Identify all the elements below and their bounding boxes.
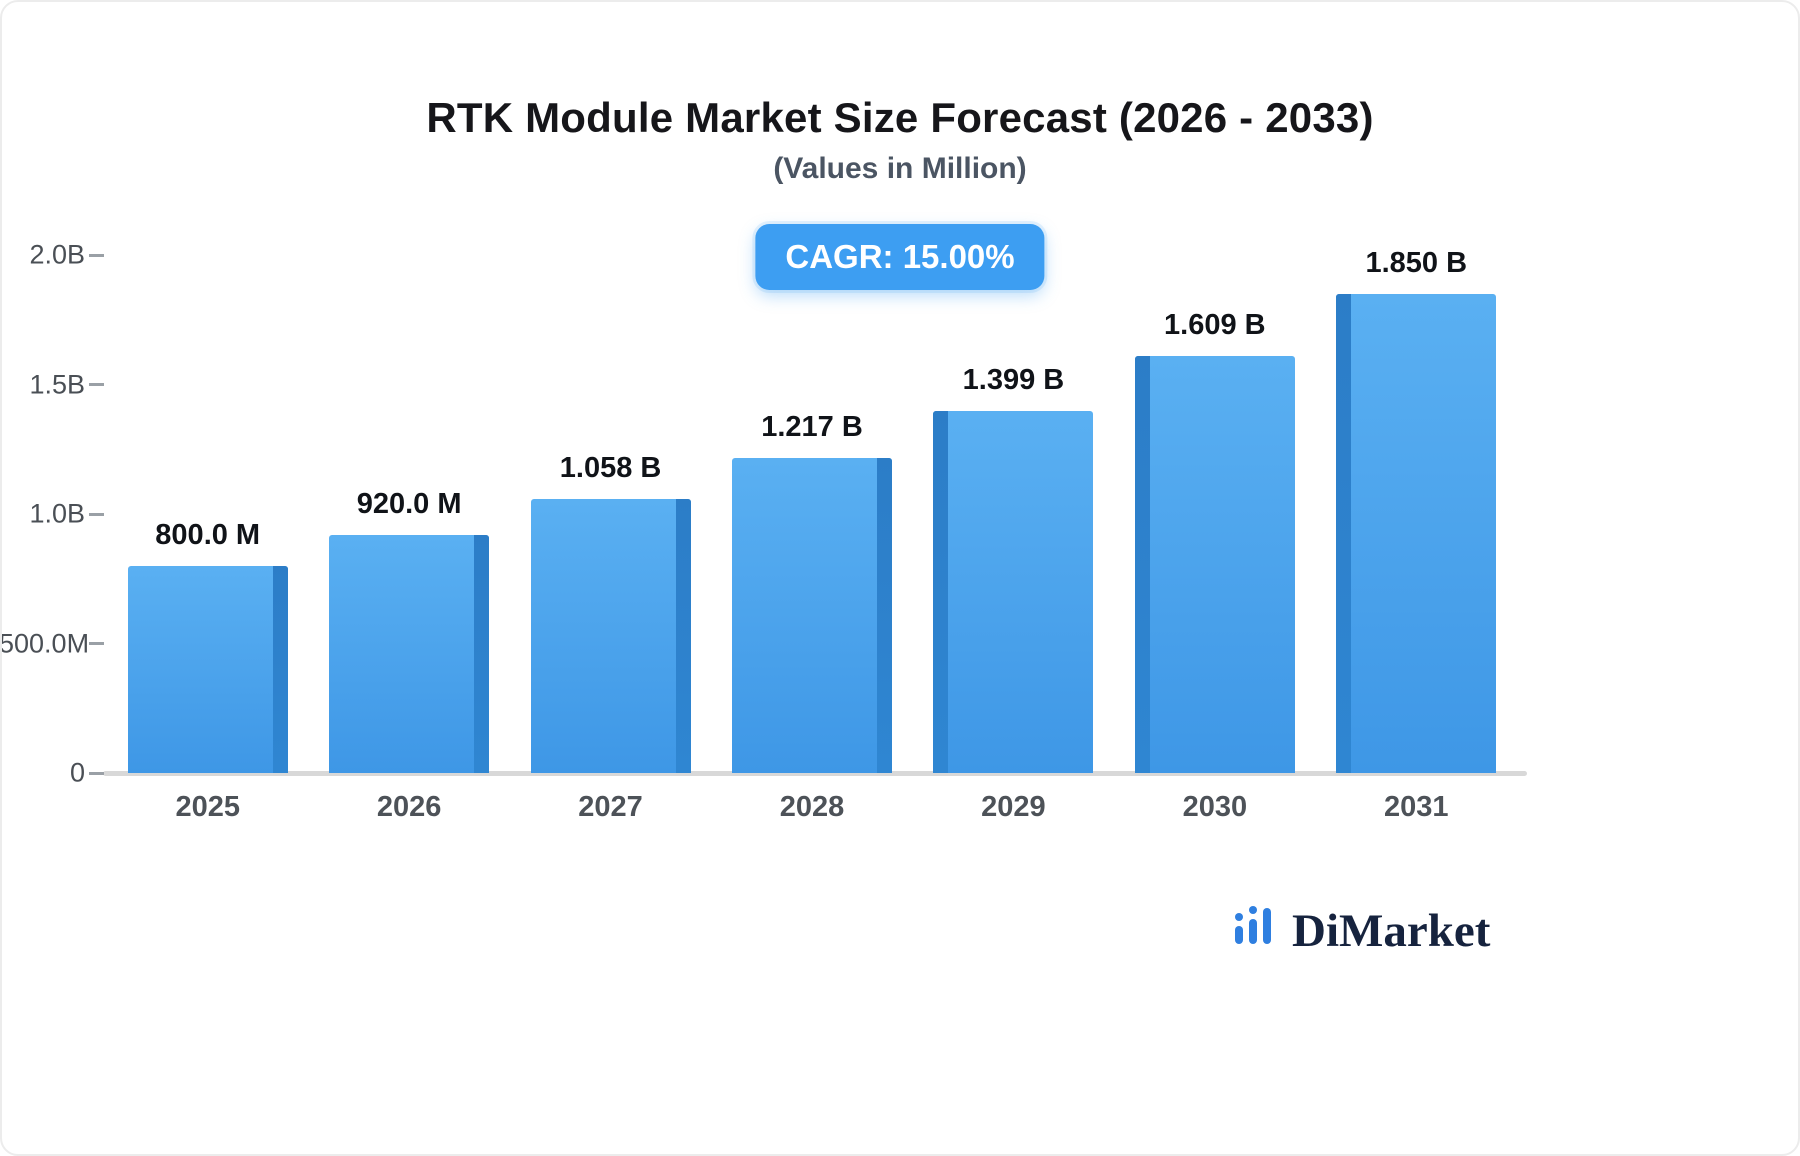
bar-2031 [1336, 293, 1497, 773]
bar-shade [272, 565, 288, 773]
chart-subtitle: (Values in Million) [773, 152, 1027, 185]
x-label-2030: 2030 [1182, 791, 1248, 823]
bar-2030 [1134, 356, 1295, 773]
y-tick-mark [89, 771, 104, 775]
dimarket-logo: DiMarket [1230, 900, 1490, 955]
bar-2029 [933, 410, 1094, 773]
value-label-2029: 1.399 B [962, 363, 1065, 396]
bar-2027 [530, 498, 691, 773]
y-tick-label: 0 [69, 757, 85, 788]
y-tick-mark [89, 512, 104, 516]
bar-shade [1134, 356, 1150, 773]
bar-chart-icon [1230, 900, 1280, 955]
y-tick-mark [89, 383, 104, 386]
value-label-2027: 1.058 B [559, 451, 662, 484]
value-label-2030: 1.609 B [1164, 309, 1266, 342]
bar-shade [675, 498, 691, 773]
y-tick-label: 500.0M [0, 628, 90, 658]
y-tick-label: 1.5B [29, 369, 85, 399]
plot-area: 2.0B 1.5B 1.0B 500.0M 0 800.0 M 2025 920.0 M 202… [2, 240, 1527, 823]
x-label-2031: 2031 [1384, 791, 1449, 823]
logo-text: DiMarket [1292, 905, 1491, 957]
y-tick-label: 2.0B [29, 239, 85, 270]
bar-shade [933, 410, 949, 773]
bar-2025 [127, 565, 288, 773]
x-label-2029: 2029 [981, 791, 1046, 823]
y-tick-mark [89, 642, 104, 645]
value-label-2028: 1.217 B [761, 410, 863, 443]
bar-2026 [329, 534, 490, 773]
y-tick-mark [89, 253, 104, 257]
bar-2028 [732, 457, 892, 773]
bar-shade [1336, 293, 1352, 773]
x-label-2028: 2028 [779, 791, 845, 823]
chart-title: RTK Module Market Size Forecast (2026 - … [426, 94, 1374, 141]
x-label-2025: 2025 [175, 791, 240, 823]
value-label-2031: 1.850 B [1365, 246, 1468, 279]
x-label-2027: 2027 [578, 791, 643, 823]
value-label-2026: 920.0 M [356, 487, 462, 520]
bar-shade [877, 457, 892, 773]
x-label-2026: 2026 [376, 791, 442, 823]
y-tick-label: 1.0B [29, 498, 85, 529]
bar-shade [474, 534, 490, 773]
value-label-2025: 800.0 M [155, 518, 261, 551]
x-axis-line [103, 771, 1527, 776]
cagr-badge: CAGR: 15.00% [755, 224, 1045, 290]
